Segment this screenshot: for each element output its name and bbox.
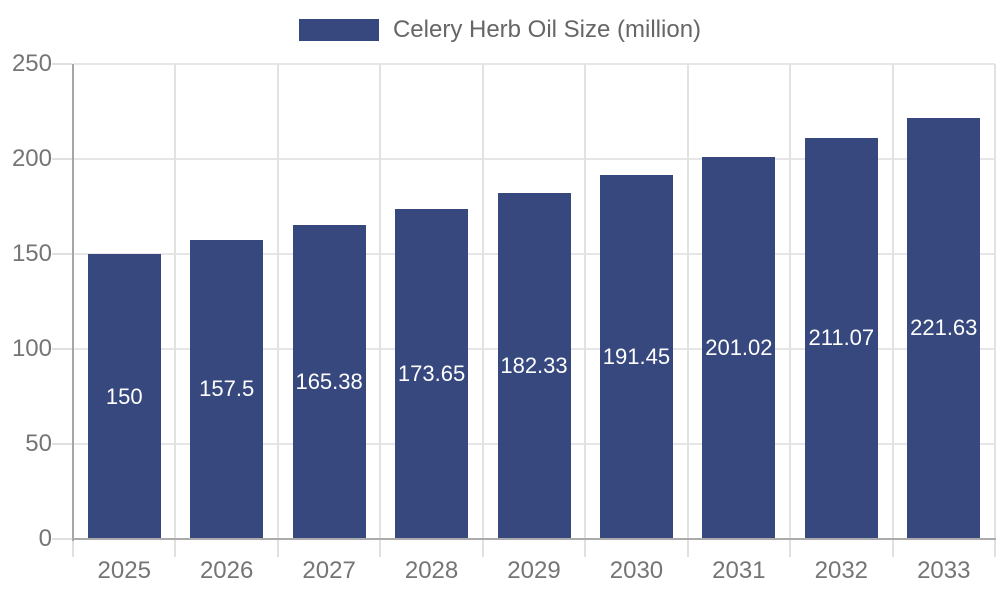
- x-axis-tick: [481, 539, 484, 557]
- y-axis-tick-label: 0: [38, 525, 52, 552]
- v-gridline: [686, 64, 689, 539]
- y-axis-tick: [52, 348, 72, 350]
- y-axis-tick: [52, 538, 72, 540]
- x-axis-line: [72, 538, 996, 540]
- bar-value-label: 191.45: [602, 344, 671, 370]
- x-axis-tick-label: 2029: [507, 557, 561, 584]
- y-axis-tick-label: 50: [25, 430, 52, 457]
- v-gridline: [174, 64, 177, 539]
- x-axis-tick: [276, 539, 279, 557]
- x-axis-tick-label: 2030: [609, 557, 664, 584]
- v-gridline: [481, 64, 484, 539]
- x-axis-tick: [174, 539, 177, 557]
- bar-2026[interactable]: [190, 239, 264, 539]
- bar-value-label: 173.65: [397, 361, 466, 387]
- bar-2030[interactable]: [599, 175, 673, 539]
- y-axis-tick: [52, 158, 72, 160]
- y-axis-tick-label: 150: [11, 240, 52, 267]
- bar-2028[interactable]: [395, 209, 469, 539]
- y-axis-tick: [52, 443, 72, 445]
- bar-value-label: 157.5: [199, 376, 255, 402]
- bar-value-label: 182.33: [500, 352, 568, 378]
- x-axis-tick-label: 2025: [97, 557, 151, 584]
- x-axis-tick-label: 2026: [199, 557, 254, 584]
- v-gridline: [994, 64, 996, 539]
- bar-value-label: 221.63: [910, 315, 978, 341]
- x-axis-tick: [72, 539, 74, 557]
- bar-value-label: 150: [105, 383, 143, 409]
- y-axis-tick-label: 250: [11, 50, 52, 77]
- x-axis-tick-label: 2031: [712, 557, 766, 584]
- bar-2027[interactable]: [292, 224, 366, 539]
- h-gridline: [73, 63, 995, 65]
- y-axis-tick-label: 200: [11, 145, 52, 172]
- x-axis-tick: [379, 539, 382, 557]
- bar-value-label: 165.38: [295, 368, 363, 394]
- y-axis-tick: [52, 253, 72, 255]
- v-gridline: [584, 64, 587, 539]
- x-axis-tick: [789, 539, 792, 557]
- bar-value-label: 201.02: [705, 335, 773, 361]
- legend-label: Celery Herb Oil Size (million): [392, 16, 702, 43]
- bar-2032[interactable]: [804, 137, 878, 539]
- x-axis-tick: [686, 539, 689, 557]
- legend[interactable]: Celery Herb Oil Size (million): [0, 16, 1000, 44]
- bar-2031[interactable]: [702, 157, 776, 539]
- x-axis-tick-label: 2028: [404, 557, 459, 584]
- y-axis-line: [72, 64, 74, 541]
- h-gridline: [73, 158, 995, 160]
- v-gridline: [379, 64, 382, 539]
- x-axis-tick-label: 2032: [814, 557, 869, 584]
- v-gridline: [891, 64, 894, 539]
- x-axis-tick-label: 2027: [302, 557, 356, 584]
- legend-swatch: [298, 19, 379, 41]
- bar-2025[interactable]: [87, 254, 161, 539]
- bar-value-label: 211.07: [808, 325, 875, 351]
- x-axis-tick: [584, 539, 587, 557]
- bar-2029[interactable]: [497, 192, 571, 539]
- v-gridline: [789, 64, 792, 539]
- v-gridline: [276, 64, 279, 539]
- x-axis-tick: [994, 539, 996, 557]
- bar-2033[interactable]: [907, 117, 981, 539]
- x-axis-tick: [891, 539, 894, 557]
- x-axis-tick-label: 2033: [917, 557, 971, 584]
- y-axis-tick-label: 100: [11, 335, 52, 362]
- y-axis-tick: [52, 63, 72, 65]
